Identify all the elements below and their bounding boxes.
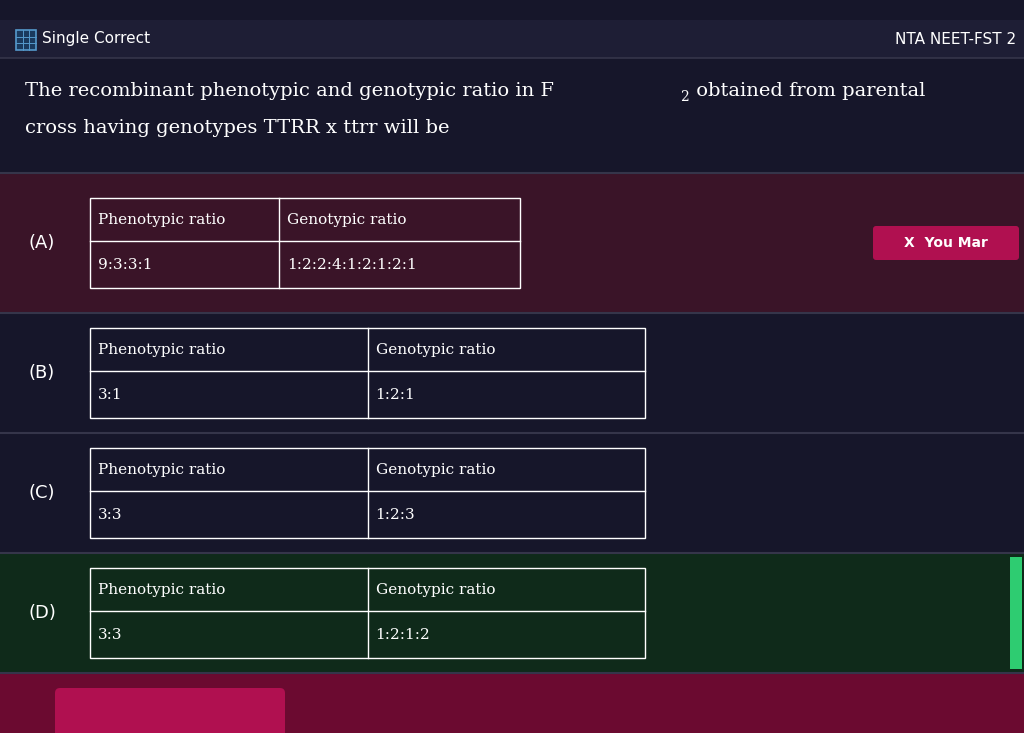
FancyBboxPatch shape — [0, 173, 1024, 313]
Text: Phenotypic ratio: Phenotypic ratio — [98, 213, 225, 226]
Text: Phenotypic ratio: Phenotypic ratio — [98, 583, 225, 597]
Text: 1:2:3: 1:2:3 — [376, 507, 415, 522]
Text: (C): (C) — [28, 484, 54, 502]
FancyBboxPatch shape — [55, 688, 285, 733]
Text: Genotypic ratio: Genotypic ratio — [287, 213, 407, 226]
FancyBboxPatch shape — [0, 313, 1024, 433]
Text: (A): (A) — [28, 234, 54, 252]
Text: (B): (B) — [28, 364, 54, 382]
Text: Single Correct: Single Correct — [42, 32, 151, 46]
FancyBboxPatch shape — [16, 30, 36, 50]
Text: Genotypic ratio: Genotypic ratio — [376, 342, 495, 356]
Text: Genotypic ratio: Genotypic ratio — [376, 583, 495, 597]
Text: Phenotypic ratio: Phenotypic ratio — [98, 463, 225, 476]
FancyBboxPatch shape — [873, 226, 1019, 260]
Text: 3:3: 3:3 — [98, 627, 123, 641]
Text: The recombinant phenotypic and genotypic ratio in F: The recombinant phenotypic and genotypic… — [25, 82, 554, 100]
Text: 1:2:1: 1:2:1 — [376, 388, 416, 402]
Text: 1:2:1:2: 1:2:1:2 — [376, 627, 430, 641]
Text: NTA NEET-FST 2: NTA NEET-FST 2 — [895, 32, 1016, 46]
FancyBboxPatch shape — [0, 673, 1024, 733]
FancyBboxPatch shape — [1010, 557, 1022, 669]
Text: Genotypic ratio: Genotypic ratio — [376, 463, 495, 476]
FancyBboxPatch shape — [0, 20, 1024, 58]
Text: obtained from parental: obtained from parental — [690, 82, 926, 100]
Text: (D): (D) — [28, 604, 56, 622]
Text: 3:1: 3:1 — [98, 388, 123, 402]
Text: Phenotypic ratio: Phenotypic ratio — [98, 342, 225, 356]
FancyBboxPatch shape — [0, 433, 1024, 553]
Text: 9:3:3:1: 9:3:3:1 — [98, 257, 153, 272]
Text: 1:2:2:4:1:2:1:2:1: 1:2:2:4:1:2:1:2:1 — [287, 257, 417, 272]
Text: X  You Mar: X You Mar — [904, 236, 988, 250]
Text: cross having genotypes TTRR x ttrr will be: cross having genotypes TTRR x ttrr will … — [25, 119, 450, 137]
FancyBboxPatch shape — [0, 553, 1024, 673]
FancyBboxPatch shape — [0, 58, 1024, 173]
Text: 3:3: 3:3 — [98, 507, 123, 522]
Text: 2: 2 — [680, 90, 689, 104]
